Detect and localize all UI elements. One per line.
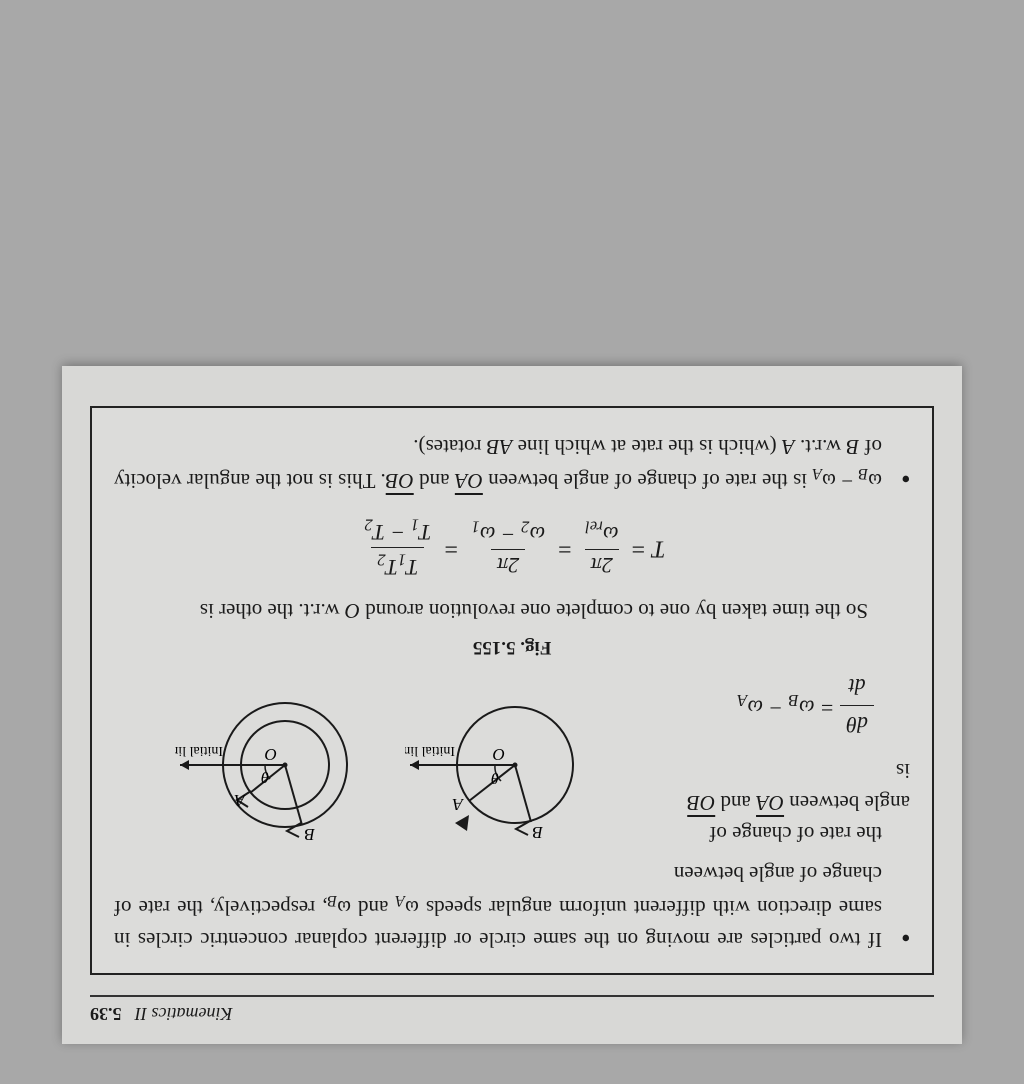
equation-2: T = 2π ωrel = 2π ω2 − ω1 = T1T2 T1 − T2 bbox=[114, 514, 910, 580]
label-B: B bbox=[304, 825, 315, 844]
denominator: ω bbox=[603, 522, 619, 547]
var-A: A bbox=[782, 435, 795, 459]
numerator: dθ bbox=[846, 712, 868, 737]
subscript: A bbox=[737, 691, 747, 710]
denominator: dt bbox=[849, 674, 866, 699]
subscript: A bbox=[812, 465, 822, 482]
row-text-figure: the rate of change of angle between OA a… bbox=[114, 664, 910, 850]
fraction: dθ dt bbox=[840, 670, 874, 741]
text: and bbox=[414, 469, 455, 493]
label-theta: θ bbox=[261, 768, 269, 785]
label-O: O bbox=[265, 745, 277, 764]
subscript: 1 bbox=[411, 515, 419, 534]
subscript: B bbox=[328, 892, 338, 909]
frac-2: 2π ω2 − ω1 bbox=[466, 517, 551, 578]
bullet-dot: • bbox=[882, 919, 910, 955]
subscript: 2 bbox=[377, 551, 385, 570]
numerator: 2π bbox=[585, 549, 619, 578]
num-part: T bbox=[406, 555, 418, 580]
bullet-1-text: If two particles are moving on the same … bbox=[114, 857, 882, 955]
bullet-1: • If two particles are moving on the sam… bbox=[114, 857, 910, 955]
text: = ω bbox=[799, 695, 835, 720]
vector-OB: OB bbox=[687, 791, 715, 815]
paragraph-revolution: So the time taken by one to complete one… bbox=[114, 594, 910, 626]
text: − ω bbox=[747, 695, 788, 720]
figure-caption: Fig. 5.155 bbox=[114, 636, 910, 658]
label-B: B bbox=[532, 823, 543, 842]
text: w.r.t. bbox=[795, 435, 847, 459]
subscript: B bbox=[859, 465, 869, 482]
diagram-single-circle: O A B θ Initial line bbox=[405, 685, 595, 845]
subscript: 2 bbox=[521, 518, 529, 537]
denom-part: − T bbox=[373, 520, 411, 545]
textbook-page: Kinematics II 5.39 • If two particles ar… bbox=[62, 366, 962, 1044]
subscript: rel bbox=[585, 518, 603, 537]
bullet-2: • ωB − ωA is the rate of change of angle… bbox=[114, 430, 910, 496]
label-theta: θ bbox=[491, 769, 499, 786]
var-AB: AB bbox=[487, 435, 513, 459]
concept-box: • If two particles are moving on the sam… bbox=[90, 406, 934, 975]
page-number: 5.39 bbox=[90, 1004, 122, 1024]
frac-3: T1T2 T1 − T2 bbox=[358, 514, 437, 580]
equals: = bbox=[551, 536, 573, 562]
text: w.r.t. the other is bbox=[200, 599, 345, 623]
var-T: T = bbox=[624, 536, 665, 562]
text: − ω bbox=[822, 469, 858, 493]
frac-1: 2π ωrel bbox=[579, 517, 624, 578]
text: (which is the rate at which line bbox=[512, 435, 781, 459]
subscript: 1 bbox=[472, 518, 480, 537]
bullet-dot: • bbox=[882, 460, 910, 496]
subscript: 2 bbox=[364, 515, 372, 534]
num-part: T bbox=[386, 555, 398, 580]
numerator: 2π bbox=[491, 549, 525, 578]
var-O: O bbox=[345, 599, 360, 623]
figure-panel: O A B θ Initial line bbox=[114, 685, 656, 849]
subscript: B bbox=[789, 691, 799, 710]
vector-OA: OA bbox=[455, 469, 483, 493]
chapter-title: Kinematics II bbox=[135, 1004, 232, 1024]
bullet-2-text: ωB − ωA is the rate of change of angle b… bbox=[114, 430, 882, 496]
var-B: B bbox=[846, 435, 859, 459]
text: and ω bbox=[337, 897, 395, 921]
text: and bbox=[715, 791, 751, 815]
denom-part: T bbox=[419, 520, 431, 545]
subscript: A bbox=[395, 892, 405, 909]
label-A: A bbox=[452, 795, 464, 814]
vector-OB: OB bbox=[386, 469, 414, 493]
text: So the time taken by one to complete one… bbox=[360, 599, 868, 623]
denom-part: ω bbox=[529, 522, 545, 547]
left-text: the rate of change of angle between OA a… bbox=[670, 664, 910, 850]
label-initial: Initial line bbox=[405, 743, 455, 758]
subscript: 1 bbox=[398, 551, 406, 570]
diagram-concentric-circles: O A B θ Initial line bbox=[175, 685, 365, 845]
label-A: A bbox=[234, 791, 246, 810]
label-initial: Initial line bbox=[175, 743, 223, 758]
equation-1: dθ dt = ωB − ωA bbox=[670, 670, 874, 741]
text: is bbox=[896, 759, 910, 783]
page-header: Kinematics II 5.39 bbox=[90, 995, 934, 1024]
equals: = bbox=[437, 536, 459, 562]
vector-OA: OA bbox=[756, 791, 784, 815]
label-O: O bbox=[493, 745, 505, 764]
denom-part: − ω bbox=[480, 522, 521, 547]
text: rotates). bbox=[413, 435, 486, 459]
text: is the rate of change of angle between bbox=[483, 469, 813, 493]
text: ω bbox=[868, 469, 882, 493]
